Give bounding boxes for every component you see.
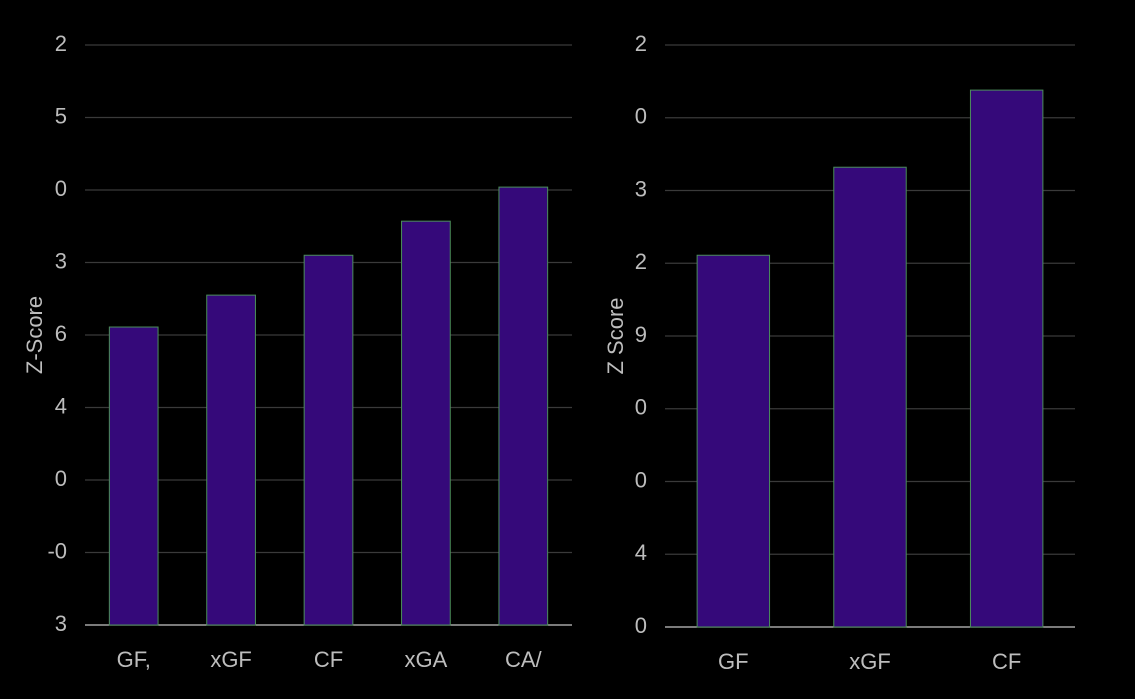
- y-tick-label: 4: [55, 393, 67, 418]
- x-tick-label: xGF: [849, 649, 891, 674]
- x-tick-label: xGF: [210, 647, 252, 672]
- y-tick-label: 6: [55, 321, 67, 346]
- bar: [303, 254, 354, 626]
- y-tick-label: 3: [55, 248, 67, 273]
- y-tick-label: 2: [55, 31, 67, 56]
- bar: [206, 294, 256, 626]
- y-tick-label: 3: [635, 176, 647, 201]
- x-tick-label: GF: [718, 649, 749, 674]
- y-tick-label: 0: [55, 176, 67, 201]
- y-tick-label: 2: [635, 249, 647, 274]
- bar: [696, 254, 771, 628]
- bar: [108, 326, 159, 626]
- y-tick-label: 0: [635, 467, 647, 492]
- y-tick-label: 0: [55, 466, 67, 491]
- y-tick-label: 0: [635, 613, 647, 638]
- bar: [401, 220, 451, 626]
- x-tick-label: GF,: [117, 647, 151, 672]
- y-tick-label: -0: [47, 538, 67, 563]
- x-tick-label: CF: [314, 647, 343, 672]
- y-tick-label: 3: [55, 611, 67, 636]
- y-tick-label: 4: [635, 540, 647, 565]
- y-axis-label: Z Score: [603, 297, 628, 374]
- y-tick-label: 2: [635, 31, 647, 56]
- bar: [498, 186, 549, 626]
- x-tick-label: CF: [992, 649, 1021, 674]
- y-tick-label: 9: [635, 322, 647, 347]
- x-tick-label: xGA: [405, 647, 448, 672]
- x-tick-label: CA/: [505, 647, 543, 672]
- bar: [833, 166, 907, 628]
- y-axis-label: Z-Score: [22, 296, 47, 374]
- y-tick-label: 0: [635, 395, 647, 420]
- y-tick-label: 5: [55, 103, 67, 128]
- y-tick-label: 0: [635, 104, 647, 129]
- bar: [969, 89, 1044, 628]
